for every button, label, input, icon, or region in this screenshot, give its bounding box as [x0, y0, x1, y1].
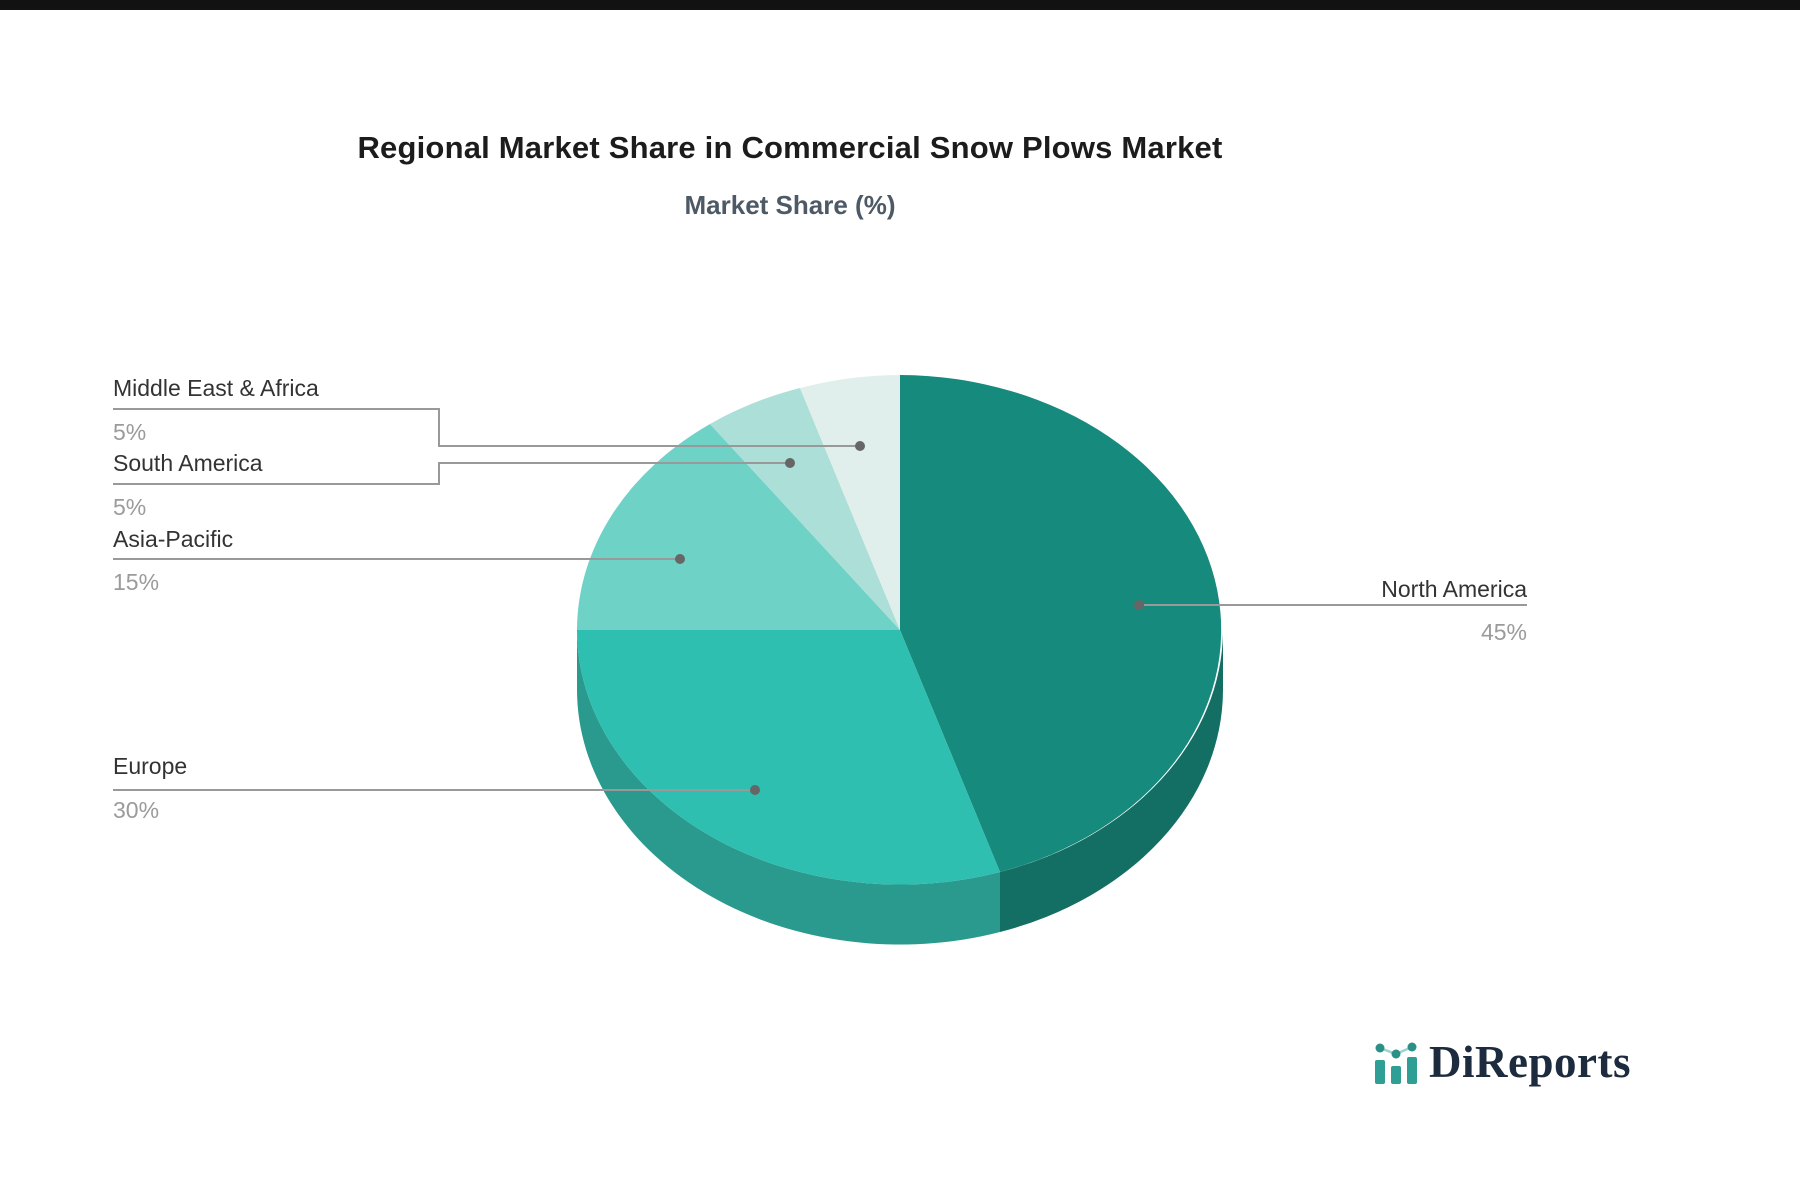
logo-bar-1 — [1375, 1060, 1385, 1084]
logo-dot-3 — [1407, 1042, 1417, 1052]
brand-logo: DiReports — [1374, 1037, 1631, 1087]
slice-label-asia-pacific: Asia-Pacific — [113, 526, 234, 552]
leader-line-middle-east-africa — [113, 408, 856, 447]
slice-label-south-america: South America — [113, 450, 263, 476]
brand-logo-text: DiReports — [1429, 1037, 1631, 1087]
leader-dot-middle-east-africa — [855, 441, 865, 451]
leader-dot-north-america — [1134, 600, 1144, 610]
leader-dot-south-america — [785, 458, 795, 468]
pie-slice-middle-east-africa[interactable] — [800, 375, 900, 630]
slice-pct-europe: 30% — [113, 797, 160, 823]
pie-slice-europe[interactable] — [577, 630, 1000, 885]
leader-dots — [675, 441, 1144, 795]
bar-line-chart-icon — [1375, 1042, 1417, 1084]
leader-line-south-america — [113, 462, 786, 485]
pie-slice-asia-pacific[interactable] — [577, 424, 900, 630]
slice-pct-asia-pacific: 15% — [113, 569, 160, 595]
pie-top-surface — [577, 375, 1222, 885]
leader-lines — [113, 408, 1527, 791]
logo-dot-2 — [1391, 1049, 1401, 1059]
chart-subtitle: Market Share (%) — [684, 190, 896, 220]
logo-bar-2 — [1391, 1066, 1401, 1084]
slice-label-middle-east-africa: Middle East & Africa — [113, 375, 319, 401]
slice-pct-south-america: 5% — [113, 494, 147, 520]
slice-label-europe: Europe — [113, 753, 188, 779]
pie-slice-south-america[interactable] — [710, 388, 900, 630]
pie-side-walls — [577, 630, 1223, 945]
pie-slice-north-america[interactable] — [900, 375, 1222, 872]
chart-title: Regional Market Share in Commercial Snow… — [357, 130, 1223, 165]
top-border-bar — [0, 0, 1800, 10]
pie-side-north-america — [1000, 630, 1223, 932]
slice-pct-north-america: 45% — [1480, 619, 1527, 645]
leader-dot-asia-pacific — [675, 554, 685, 564]
slice-pct-middle-east-africa: 5% — [113, 419, 147, 445]
logo-bar-3 — [1407, 1057, 1417, 1084]
pie-side-europe — [577, 630, 1000, 945]
leader-dot-europe — [750, 785, 760, 795]
slice-label-north-america: North America — [1381, 576, 1527, 602]
logo-dot-1 — [1375, 1043, 1385, 1053]
